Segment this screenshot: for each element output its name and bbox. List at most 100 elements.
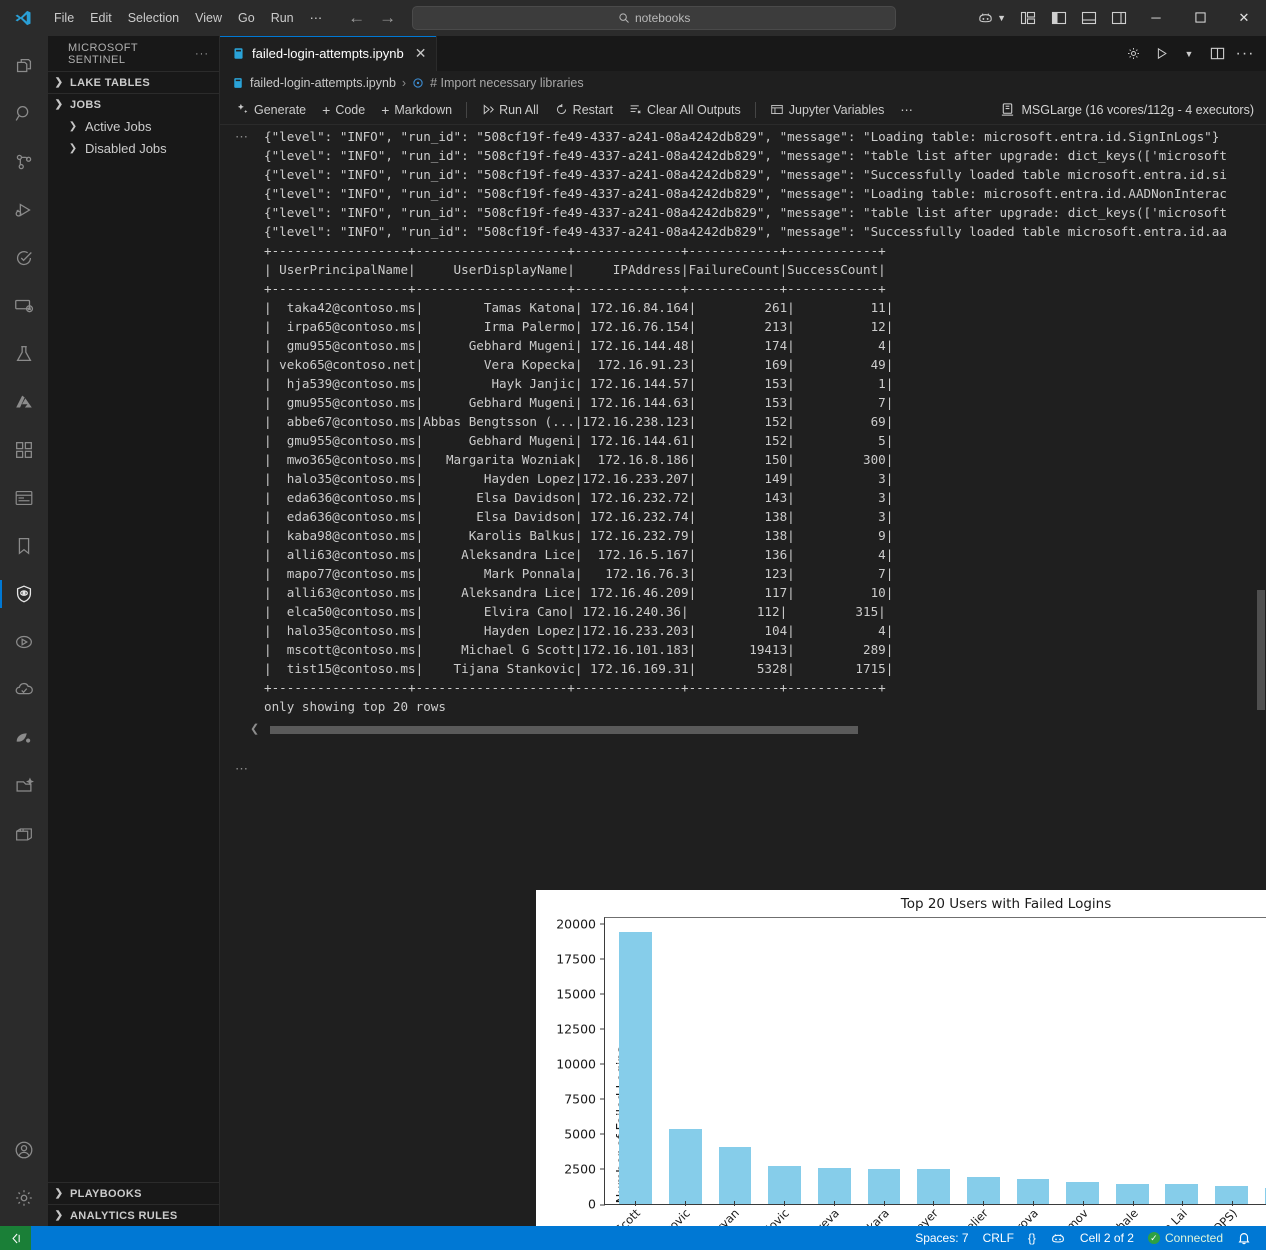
microsoft-sentinel-icon[interactable]	[0, 570, 48, 618]
chart-bar	[1066, 1181, 1099, 1204]
chart-bar-column	[1256, 918, 1266, 1204]
breadcrumb-cell-icon	[412, 77, 424, 89]
cloud-check-icon[interactable]	[0, 666, 48, 714]
run-all-button[interactable]: Run All	[473, 100, 547, 120]
remote-explorer-icon[interactable]	[0, 282, 48, 330]
cell-position-status[interactable]: Cell 2 of 2	[1079, 1231, 1134, 1245]
sidebar-item-active-jobs[interactable]: ❯ Active Jobs	[48, 115, 219, 137]
menu-run[interactable]: Run	[270, 10, 294, 25]
search-input[interactable]: notebooks	[634, 10, 691, 25]
split-editor-icon[interactable]	[1204, 41, 1230, 67]
azure-icon[interactable]	[0, 378, 48, 426]
add-code-cell-button[interactable]: + Code	[314, 100, 373, 120]
chart-bar-column	[760, 918, 810, 1204]
menu-go[interactable]: Go	[238, 10, 255, 25]
menu-file[interactable]: File	[54, 10, 75, 25]
accounts-icon[interactable]	[0, 1126, 48, 1174]
notebook-scroll-area[interactable]: ⋯ {"level": "INFO", "run_id": "508cf19f-…	[220, 125, 1266, 1226]
generate-button[interactable]: Generate	[228, 100, 314, 120]
chart-bar-column	[958, 918, 1008, 1204]
customize-layout-icon[interactable]	[1012, 3, 1044, 33]
cell-output-plot: ⋯	[220, 753, 1266, 777]
chevron-down-icon[interactable]: ▼	[1184, 48, 1194, 59]
editor-more-actions-icon[interactable]: ···	[1235, 44, 1255, 62]
notebook-settings-gear-icon[interactable]	[1120, 41, 1146, 67]
menu-edit[interactable]: Edit	[90, 10, 112, 25]
toggle-panel-icon[interactable]	[1074, 3, 1104, 33]
fabric-leaf-icon[interactable]	[0, 714, 48, 762]
add-markdown-cell-button[interactable]: + Markdown	[373, 100, 460, 120]
eol-status[interactable]: CRLF	[982, 1231, 1014, 1245]
indentation-status[interactable]: Spaces: 7	[915, 1231, 969, 1245]
navigation-arrows: ← →	[348, 9, 396, 26]
window-close-button[interactable]: ✕	[1238, 9, 1250, 25]
command-search-bar[interactable]: notebooks	[412, 5, 897, 30]
chart-bar-column	[661, 918, 711, 1204]
sidebar-item-disabled-jobs[interactable]: ❯ Disabled Jobs	[48, 137, 219, 159]
back-icon[interactable]: ←	[348, 8, 366, 27]
kernel-icon	[1000, 102, 1015, 117]
scrollbar-thumb[interactable]	[270, 726, 858, 734]
testing-icon[interactable]	[0, 234, 48, 282]
copilot-status-icon[interactable]	[1043, 1226, 1073, 1250]
breadcrumb-file[interactable]: failed-login-attempts.ipynb	[250, 76, 396, 90]
explorer-icon[interactable]	[0, 42, 48, 90]
plot-cell-more-icon[interactable]: ⋯	[235, 761, 249, 776]
menu-more[interactable]: ⋯	[309, 11, 323, 25]
scrollbar-thumb[interactable]	[1257, 590, 1265, 710]
breadcrumb-cell[interactable]: # Import necessary libraries	[430, 76, 584, 90]
containers-icon[interactable]	[0, 810, 48, 858]
menu-selection[interactable]: Selection	[127, 10, 180, 25]
chart-bar	[619, 931, 653, 1204]
sidebar-section-playbooks[interactable]: ❯ PLAYBOOKS	[48, 1182, 219, 1204]
bookmarks-icon[interactable]	[0, 522, 48, 570]
kernel-label: MSGLarge (16 vcores/112g - 4 executors)	[1021, 102, 1254, 117]
search-icon[interactable]	[0, 90, 48, 138]
window-maximize-button[interactable]	[1178, 0, 1222, 36]
window-minimize-button[interactable]: ─	[1151, 10, 1161, 25]
chart-bar-column	[810, 918, 860, 1204]
notebook-document-icon[interactable]	[0, 474, 48, 522]
sidebar-section-jobs-label: JOBS	[70, 98, 102, 111]
sidebar-spacer	[48, 159, 219, 1182]
search-icon	[618, 12, 630, 24]
jupyter-variables-button[interactable]: Jupyter Variables	[762, 100, 893, 120]
sidebar-section-analytics-rules-label: ANALYTICS RULES	[70, 1209, 178, 1222]
tab-failed-login-attempts[interactable]: failed-login-attempts.ipynb ✕	[220, 36, 438, 71]
chart-axes: 0 2500 5000 7500 10000 12500 15000 17500 20000	[556, 916, 1266, 1212]
sidebar-section-jobs[interactable]: ❯ JOBS	[48, 93, 219, 115]
sidebar-more-icon[interactable]: ···	[195, 47, 209, 60]
toolbar-more-button[interactable]: ⋯	[900, 103, 913, 117]
language-braces-status[interactable]: {}	[1027, 1231, 1036, 1245]
clear-all-outputs-label: Clear All Outputs	[646, 102, 741, 117]
kernel-connection-status[interactable]: ✓ Connected	[1141, 1226, 1230, 1250]
run-notebook-icon[interactable]	[1148, 41, 1174, 67]
experiments-flask-icon[interactable]	[0, 330, 48, 378]
chart-x-axis: Michael G ScottTijana StankovicCamille G…	[569, 1201, 1266, 1226]
data-pipeline-icon[interactable]	[0, 618, 48, 666]
tab-close-icon[interactable]: ✕	[414, 45, 427, 61]
copilot-workspace-icon[interactable]	[0, 762, 48, 810]
toggle-primary-sidebar-icon[interactable]	[1044, 3, 1074, 33]
extensions-icon[interactable]	[0, 426, 48, 474]
source-control-icon[interactable]	[0, 138, 48, 186]
copilot-button[interactable]: ▼	[971, 9, 1012, 26]
run-and-debug-icon[interactable]	[0, 186, 48, 234]
output-horizontal-scrollbar[interactable]: ❮	[250, 723, 1258, 735]
chart-bar	[1264, 1187, 1266, 1204]
scroll-left-arrow-icon[interactable]: ❮	[250, 723, 260, 735]
settings-gear-icon[interactable]	[0, 1174, 48, 1222]
sidebar-section-lake-tables[interactable]: ❯ LAKE TABLES	[48, 71, 219, 93]
restart-button[interactable]: Restart	[547, 100, 621, 120]
chevron-right-icon: ❯	[68, 142, 78, 154]
menu-view[interactable]: View	[195, 10, 223, 25]
clear-all-outputs-button[interactable]: Clear All Outputs	[621, 100, 749, 120]
forward-icon[interactable]: →	[379, 8, 397, 27]
cell-output-more-icon[interactable]: ⋯	[235, 129, 249, 144]
sidebar-section-analytics-rules[interactable]: ❯ ANALYTICS RULES	[48, 1204, 219, 1226]
remote-window-button[interactable]	[0, 1226, 31, 1250]
editor-vertical-scrollbar[interactable]	[1256, 125, 1266, 1226]
notifications-bell-icon[interactable]	[1230, 1226, 1258, 1250]
kernel-selector[interactable]: MSGLarge (16 vcores/112g - 4 executors)	[1000, 102, 1266, 117]
toggle-secondary-sidebar-icon[interactable]	[1104, 3, 1134, 33]
